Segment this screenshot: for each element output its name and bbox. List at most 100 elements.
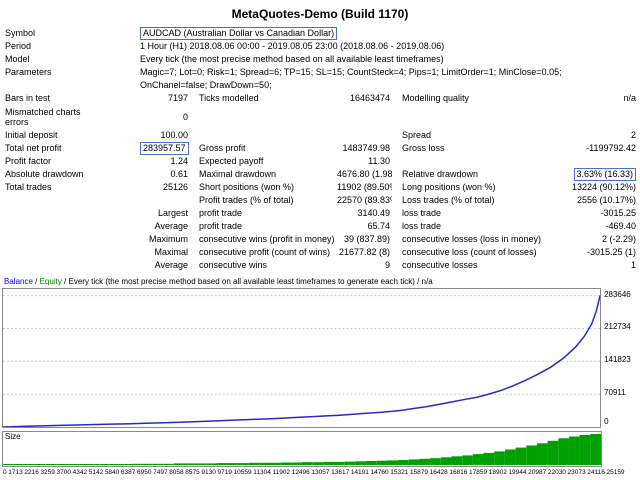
x-tick-label: 14760: [370, 469, 389, 476]
size-bar: [398, 460, 409, 465]
gross-loss-value: -1199792.42: [586, 143, 637, 153]
legend-equity: Equity: [39, 277, 62, 286]
absolute-drawdown-value: 0.61: [170, 169, 188, 179]
short-positions-value: 11902 (89.50%): [337, 182, 392, 192]
size-bar: [483, 452, 495, 465]
model-row: Model Every tick (the most precise metho…: [2, 53, 638, 66]
size-plot: [2, 431, 602, 467]
size-bar: [547, 440, 559, 465]
x-tick-label: 6387: [120, 469, 136, 476]
modelling-quality-label: Modelling quality: [402, 93, 470, 103]
legend-separator: /: [61, 277, 69, 286]
size-bar: [462, 455, 473, 465]
size-bar: [237, 463, 249, 465]
report-title: MetaQuotes-Demo (Build 1170): [231, 7, 409, 21]
size-bar: [440, 457, 452, 466]
profit-trades-row: Profit trades (% of total) 22570 (89.83%…: [2, 194, 638, 207]
x-tick-label: 25159: [606, 469, 625, 476]
size-bar: [109, 464, 121, 465]
period-row: Period 1 Hour (H1) 2018.08.06 00:00 - 20…: [2, 40, 638, 53]
size-bar: [67, 464, 78, 465]
size-bar: [419, 458, 431, 465]
total-trades-row: Total trades 25126 Short positions (won …: [2, 181, 638, 194]
size-bar: [366, 461, 377, 465]
spread-label: Spread: [402, 130, 432, 140]
average-consecutive-label: Average: [154, 260, 188, 270]
size-bar: [472, 454, 484, 465]
x-tick-label: 22030: [547, 469, 566, 476]
size-bar: [141, 463, 153, 465]
x-tick-label: 3700: [56, 469, 71, 476]
chart-legend: Balance / Equity / Every tick (the most …: [2, 276, 638, 288]
x-tick-label: 20987: [528, 469, 547, 476]
size-bar: [376, 460, 388, 465]
average-loss-label: loss trade: [402, 221, 442, 231]
legend-model-note: Every tick (the most precise method base…: [68, 277, 433, 286]
short-positions-label: Short positions (won %): [199, 182, 295, 192]
x-tick-label: 18902: [488, 469, 507, 476]
size-bar: [569, 436, 580, 465]
size-bar: [451, 456, 463, 465]
size-bar: [270, 462, 281, 465]
size-bar: [355, 461, 367, 465]
parameters-label: Parameters: [5, 67, 52, 77]
x-tick-label: 11304: [253, 469, 271, 476]
size-bar: [88, 464, 100, 465]
maximal-label: Maximal: [154, 247, 188, 257]
maximal-profit-label: consecutive profit (count of wins): [199, 247, 331, 257]
x-tick-label: 3259: [40, 469, 55, 476]
size-bar: [227, 463, 238, 465]
average-losses-value: 1: [631, 260, 637, 270]
parameters-value: Magic=7; Lot=0; Risk=1; Spread=6; TP=15;…: [140, 67, 562, 90]
bars-row: Bars in test 7197 Ticks modelled 1646347…: [2, 92, 638, 105]
average-loss-value: -469.40: [605, 221, 637, 231]
size-bar: [184, 463, 196, 465]
maximum-wins-label: consecutive wins (profit in money): [199, 234, 335, 244]
size-bar: [13, 464, 25, 465]
size-bar: [131, 463, 142, 465]
x-axis-labels: 0 1713 2216 3259 3700 4342 5142 5840 6387 6950 749…: [2, 469, 625, 476]
size-bar: [323, 461, 335, 465]
y-tick-label: 70911: [604, 388, 626, 398]
x-tick-label: 7497: [153, 469, 168, 476]
relative-drawdown-label: Relative drawdown: [402, 169, 479, 179]
x-tick-label: 1713: [8, 469, 23, 476]
x-tick-label: 24116: [587, 469, 605, 476]
balance-plot: [2, 288, 602, 428]
ticks-modelled-value: 16463474: [349, 93, 390, 103]
largest-profit-label: profit trade: [199, 208, 243, 218]
symbol-value: AUDCAD (Australian Dollar vs Canadian Do…: [140, 27, 338, 40]
maximal-profit-value: 21677.82 (8): [338, 247, 390, 257]
y-tick-label: 141823: [604, 355, 631, 365]
relative-drawdown-value: 3.63% (16.33): [573, 168, 637, 181]
legend-separator: /: [32, 277, 40, 286]
average-wins-value: 9: [384, 260, 390, 270]
average-trade-label: Average: [154, 221, 188, 231]
profit-factor-label: Profit factor: [5, 156, 52, 166]
deposit-row: Initial deposit 100.00 Spread 2: [2, 129, 638, 142]
maximum-losses-label: consecutive losses (loss in money): [402, 234, 542, 244]
average-profit-label: profit trade: [199, 221, 243, 231]
mismatched-row: Mismatched charts errors 0: [2, 105, 638, 129]
maximal-consecutive-row: Maximal consecutive profit (count of win…: [2, 246, 638, 259]
x-tick-label: 5142: [88, 469, 104, 476]
maximum-label: Maximum: [148, 234, 188, 244]
initial-deposit-value: 100.00: [160, 130, 188, 140]
x-tick-label: 16816: [449, 469, 468, 476]
average-trade-row: Average profit trade 65.74 loss trade -4…: [2, 220, 638, 233]
size-bar: [430, 458, 441, 465]
size-label: Size: [5, 432, 21, 441]
average-profit-value: 65.74: [367, 221, 390, 231]
largest-loss-value: -3015.25: [600, 208, 637, 218]
largest-profit-value: 3140.49: [357, 208, 390, 218]
total-trades-value: 25126: [162, 182, 188, 192]
drawdown-row: Absolute drawdown 0.61 Maximal drawdown …: [2, 168, 638, 181]
size-bar: [302, 462, 313, 465]
period-label: Period: [5, 41, 32, 51]
gross-profit-label: Gross profit: [199, 143, 246, 153]
total-net-profit-value: 283957.57: [140, 142, 189, 155]
size-bar: [195, 463, 206, 465]
spread-value: 2: [631, 130, 637, 140]
size-bar: [526, 445, 537, 465]
